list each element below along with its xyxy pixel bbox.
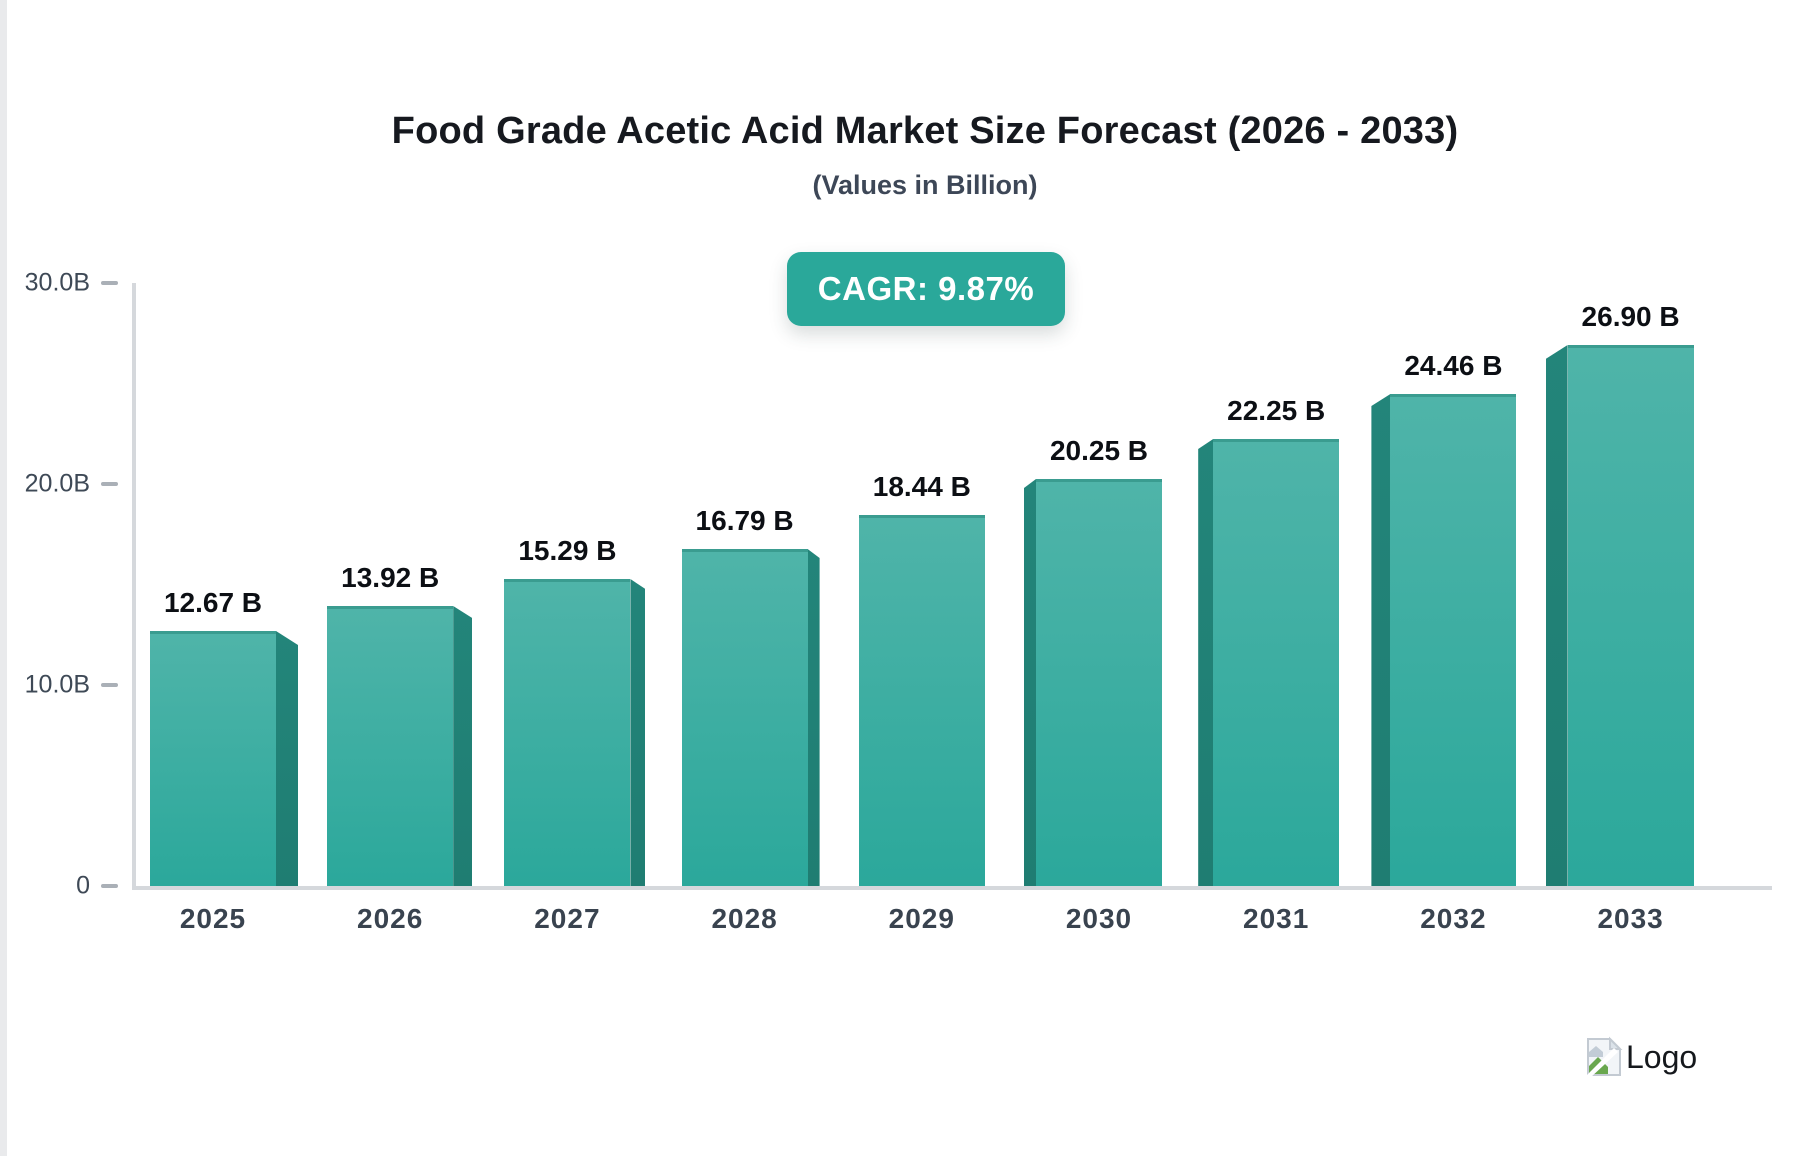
bar-side-3d [1198, 439, 1214, 886]
bar [1213, 439, 1340, 886]
bar-value-label: 20.25 B [1049, 435, 1149, 466]
chart-title: Food Grade Acetic Acid Market Size Forec… [391, 110, 1459, 152]
bar [681, 549, 808, 886]
bar [1567, 345, 1694, 886]
x-axis-line [132, 886, 1772, 890]
bar-value-label: 18.44 B [872, 471, 971, 502]
y-axis-tick-label: 10.0B [24, 670, 90, 699]
x-axis-category-label: 2033 [1597, 903, 1664, 934]
bar-side-3d [1545, 345, 1568, 886]
chart-subtitle: (Values in Billion) [812, 170, 1038, 200]
y-axis-tick-label: 20.0B [24, 469, 90, 498]
y-axis-tick-mark [101, 884, 118, 888]
x-axis-category-label: 2027 [534, 903, 601, 934]
bar [1390, 394, 1517, 886]
x-axis-category-label: 2026 [357, 903, 424, 934]
bar-side-3d [276, 631, 298, 886]
x-axis-category-label: 2028 [711, 903, 778, 934]
bar-value-label: 22.25 B [1227, 395, 1326, 426]
bar-value-label: 26.90 B [1581, 301, 1680, 332]
x-axis-category-label: 2032 [1420, 903, 1487, 934]
x-axis-category-label: 2030 [1065, 903, 1133, 934]
y-axis-tick-mark [101, 482, 118, 486]
cagr-badge: CAGR: 9.87% [787, 252, 1065, 326]
bar [150, 631, 276, 886]
bar [1036, 479, 1162, 886]
logo-alt-text: Logo [1626, 1038, 1698, 1075]
bar-side-3d [453, 606, 473, 886]
y-axis-tick-label: 30.0B [24, 268, 90, 297]
y-axis-line [132, 283, 136, 890]
bar [858, 515, 985, 886]
x-axis-category-label: 2029 [888, 903, 955, 934]
bar-value-label: 24.46 B [1404, 350, 1503, 381]
logo: Logo [1584, 1036, 1697, 1078]
y-axis-tick-mark [101, 281, 118, 285]
bar [327, 606, 454, 886]
bar-value-label: 12.67 B [163, 587, 263, 618]
bar-side-3d [630, 579, 646, 886]
bar-value-label: 15.29 B [518, 535, 617, 566]
bar-side-3d [1371, 394, 1391, 886]
bar-value-label: 16.79 B [695, 505, 794, 536]
y-axis-tick-mark [101, 683, 118, 687]
x-axis-category-label: 2031 [1243, 903, 1310, 934]
page-edge-strip [0, 0, 7, 1156]
y-axis-tick-label: 0 [76, 871, 90, 900]
bar-value-label: 13.92 B [341, 562, 440, 593]
bar-side-3d [1024, 479, 1036, 886]
bar [504, 579, 631, 886]
broken-image-icon [1586, 1036, 1623, 1078]
cagr-badge-label: CAGR: 9.87% [817, 270, 1035, 307]
x-axis-category-label: 2025 [179, 903, 247, 934]
bar-side-3d [807, 549, 820, 886]
